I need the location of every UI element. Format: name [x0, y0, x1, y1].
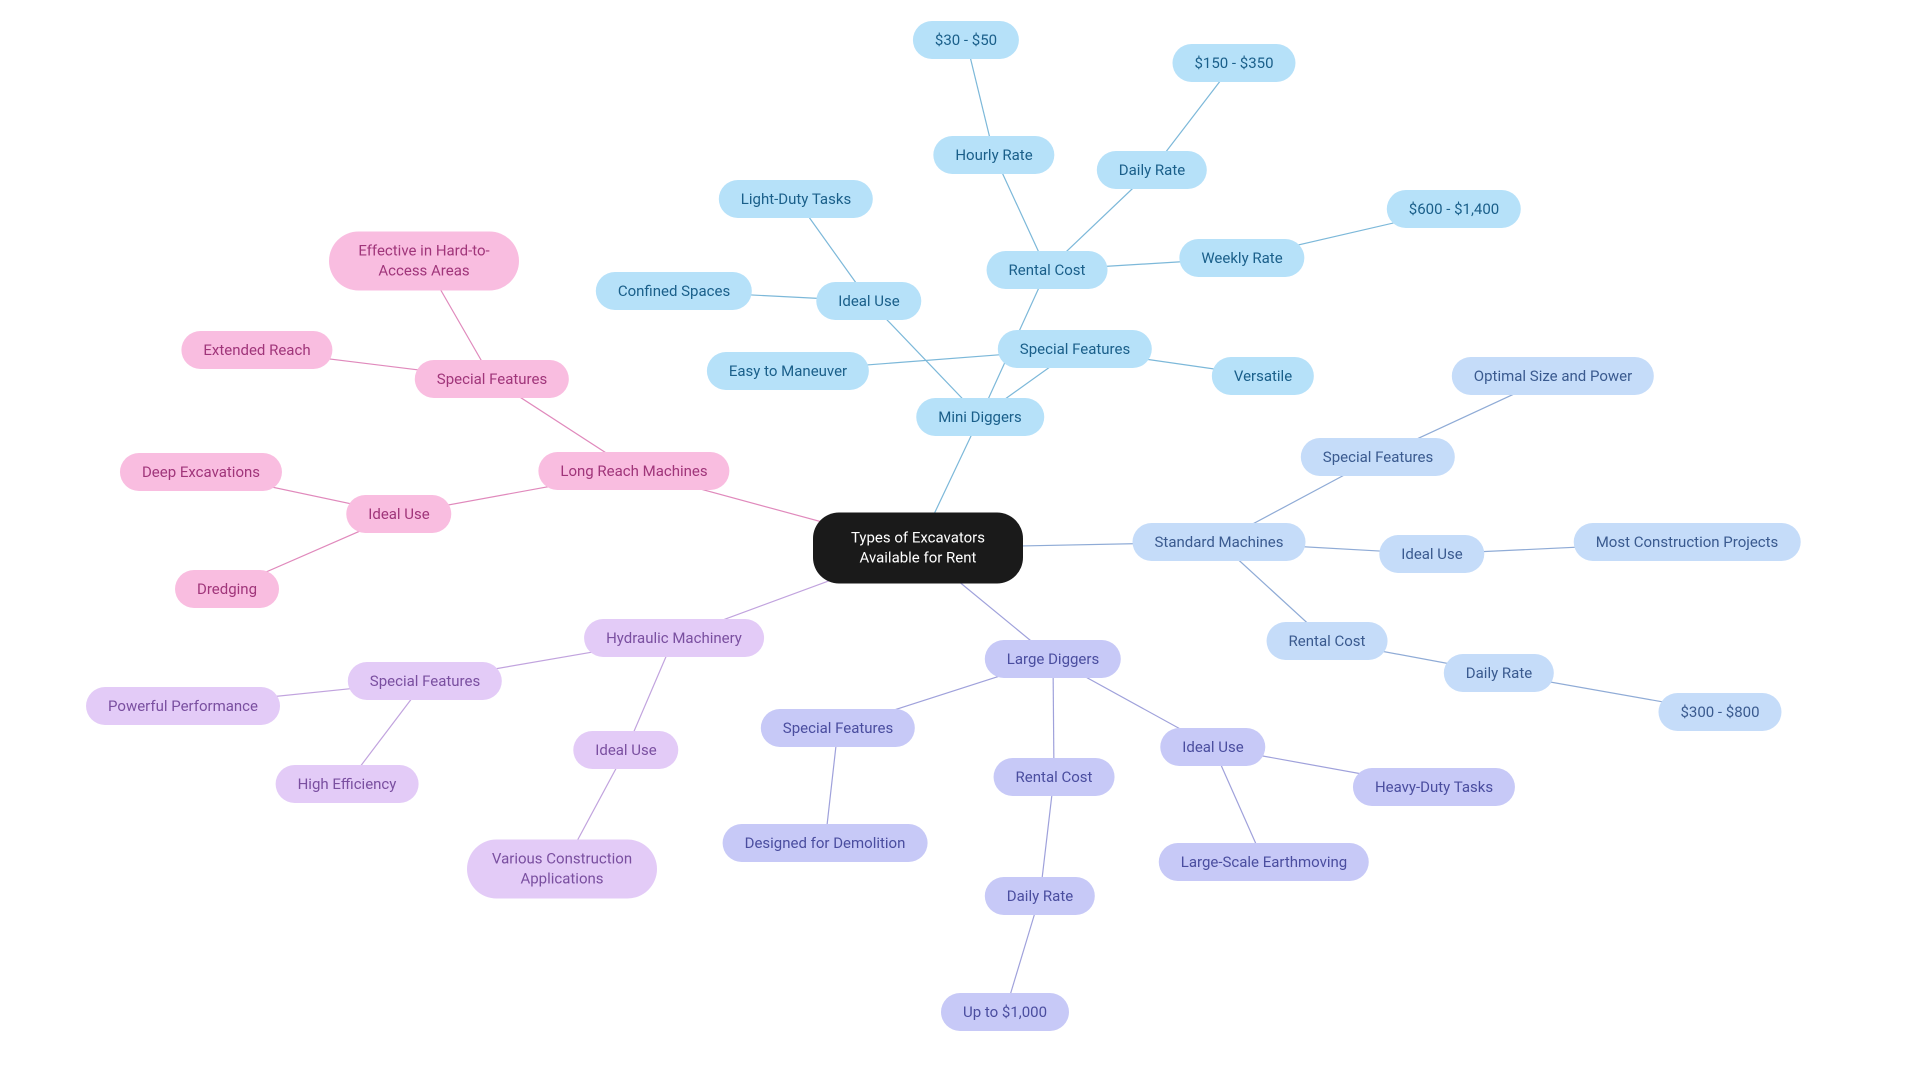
mindmap-node-mini_use_b[interactable]: Confined Spaces: [596, 272, 752, 310]
mindmap-node-std_cost[interactable]: Rental Cost: [1267, 622, 1388, 660]
mindmap-node-std_feat[interactable]: Special Features: [1301, 438, 1455, 476]
mindmap-node-hy_feat_b[interactable]: High Efficiency: [276, 765, 419, 803]
mindmap-node-std_feat_a[interactable]: Optimal Size and Power: [1452, 357, 1654, 395]
mindmap-node-hy[interactable]: Hydraulic Machinery: [584, 619, 764, 657]
mindmap-node-lg_use[interactable]: Ideal Use: [1160, 728, 1265, 766]
mindmap-node-mini_feat_a[interactable]: Easy to Maneuver: [707, 352, 869, 390]
mindmap-node-std_use_a[interactable]: Most Construction Projects: [1574, 523, 1801, 561]
mindmap-node-lg_cost[interactable]: Rental Cost: [994, 758, 1115, 796]
mindmap-node-std_dr_v[interactable]: $300 - $800: [1658, 693, 1781, 731]
mindmap-node-std[interactable]: Standard Machines: [1133, 523, 1306, 561]
mindmap-node-hy_feat_a[interactable]: Powerful Performance: [86, 687, 280, 725]
mindmap-node-lr_use[interactable]: Ideal Use: [346, 495, 451, 533]
mindmap-node-lr_feat_a[interactable]: Extended Reach: [181, 331, 332, 369]
mindmap-node-lg_dr[interactable]: Daily Rate: [985, 877, 1095, 915]
mindmap-node-lr_use_b[interactable]: Dredging: [175, 570, 279, 608]
mindmap-node-hy_use_a[interactable]: Various Construction Applications: [467, 840, 657, 899]
mindmap-node-mini_hr[interactable]: Hourly Rate: [933, 136, 1054, 174]
mindmap-node-lr_feat_b[interactable]: Effective in Hard-to-Access Areas: [329, 232, 519, 291]
mindmap-node-mini_use_a[interactable]: Light-Duty Tasks: [719, 180, 873, 218]
mindmap-node-mini[interactable]: Mini Diggers: [916, 398, 1044, 436]
mindmap-node-mini_dr_v[interactable]: $150 - $350: [1172, 44, 1295, 82]
mindmap-node-mini_wr[interactable]: Weekly Rate: [1179, 239, 1304, 277]
mindmap-node-std_dr[interactable]: Daily Rate: [1444, 654, 1554, 692]
mindmap-node-mini_wr_v[interactable]: $600 - $1,400: [1387, 190, 1521, 228]
mindmap-node-mini_use[interactable]: Ideal Use: [816, 282, 921, 320]
mindmap-node-lr_use_a[interactable]: Deep Excavations: [120, 453, 282, 491]
mindmap-node-lg_use_b[interactable]: Large-Scale Earthmoving: [1159, 843, 1369, 881]
mindmap-node-mini_hr_v[interactable]: $30 - $50: [913, 21, 1019, 59]
mindmap-node-lr_feat[interactable]: Special Features: [415, 360, 569, 398]
mindmap-node-root[interactable]: Types of Excavators Available for Rent: [813, 513, 1023, 584]
mindmap-node-lg_feat_a[interactable]: Designed for Demolition: [723, 824, 928, 862]
mindmap-node-mini_feat_b[interactable]: Versatile: [1212, 357, 1314, 395]
mindmap-node-mini_feat[interactable]: Special Features: [998, 330, 1152, 368]
mindmap-node-lg[interactable]: Large Diggers: [985, 640, 1121, 678]
mindmap-node-hy_feat[interactable]: Special Features: [348, 662, 502, 700]
mindmap-node-lg_dr_v[interactable]: Up to $1,000: [941, 993, 1069, 1031]
mindmap-node-mini_dr[interactable]: Daily Rate: [1097, 151, 1207, 189]
mindmap-node-std_use[interactable]: Ideal Use: [1379, 535, 1484, 573]
mindmap-node-lg_use_a[interactable]: Heavy-Duty Tasks: [1353, 768, 1515, 806]
mindmap-node-lr[interactable]: Long Reach Machines: [538, 452, 729, 490]
mindmap-node-hy_use[interactable]: Ideal Use: [573, 731, 678, 769]
mindmap-node-mini_cost[interactable]: Rental Cost: [987, 251, 1108, 289]
mindmap-node-lg_feat[interactable]: Special Features: [761, 709, 915, 747]
